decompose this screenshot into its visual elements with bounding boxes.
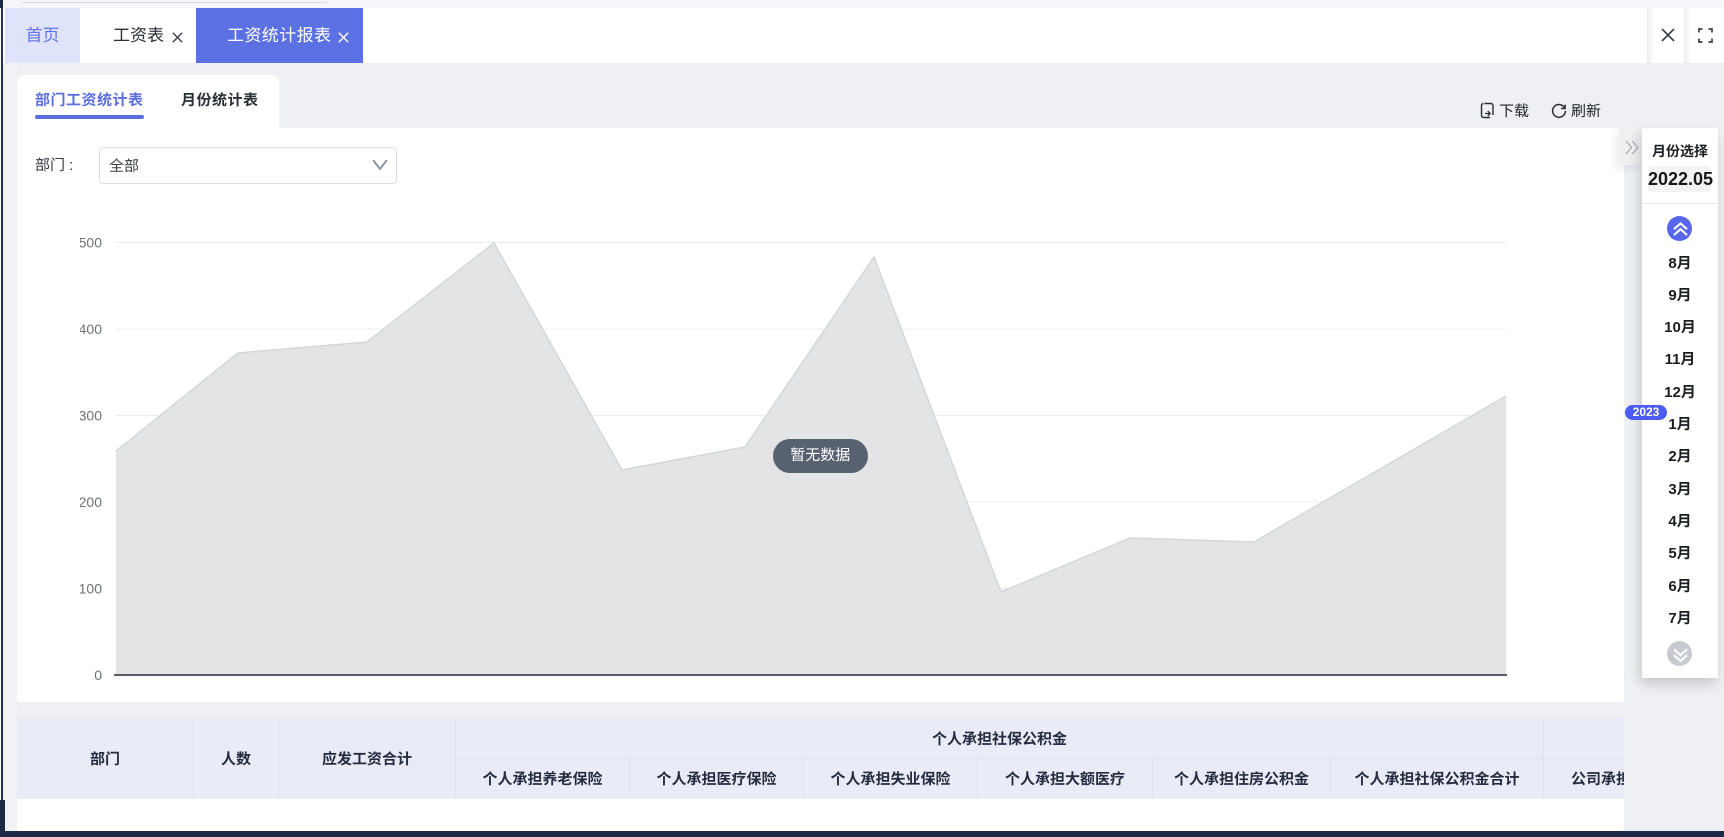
svg-text:100: 100: [80, 581, 102, 597]
svg-text:500: 500: [80, 235, 102, 251]
svg-text:300: 300: [80, 408, 102, 424]
svg-text:0: 0: [94, 667, 102, 683]
svg-text:400: 400: [80, 321, 102, 337]
svg-text:200: 200: [80, 494, 102, 510]
